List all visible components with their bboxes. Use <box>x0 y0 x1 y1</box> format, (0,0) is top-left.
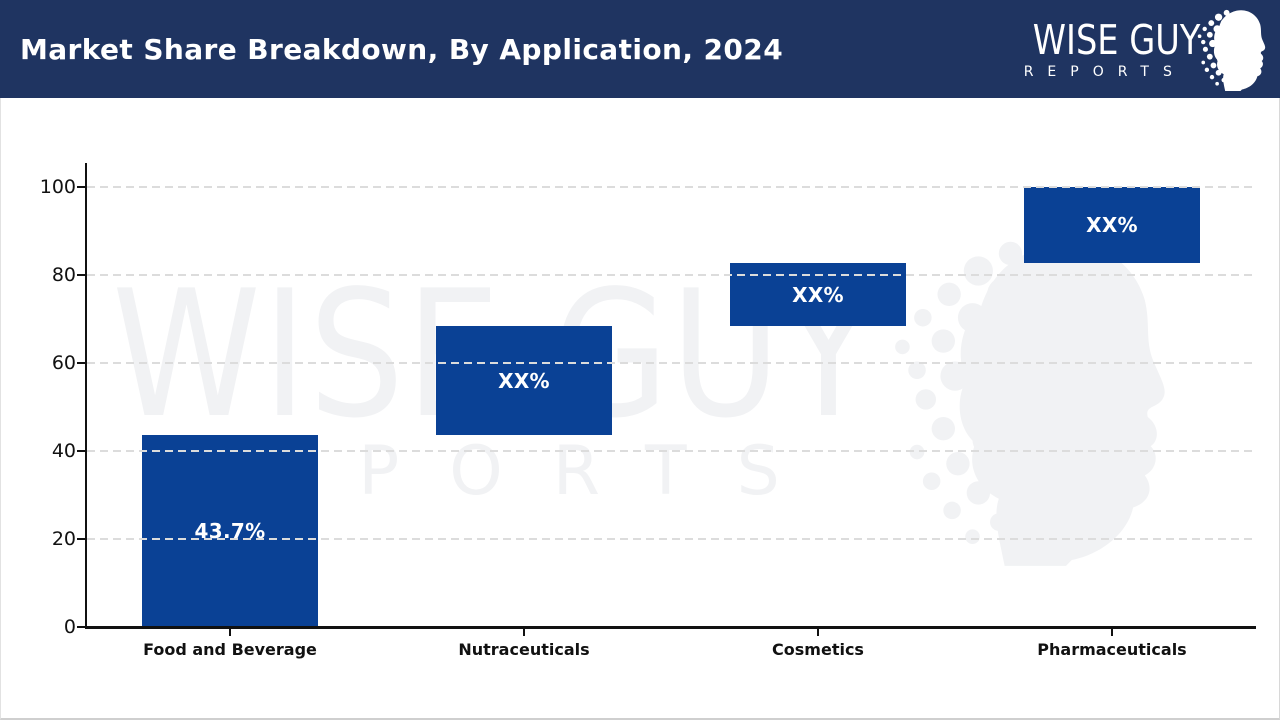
x-tick-mark <box>229 629 231 636</box>
bar-segment: 43.7% <box>142 434 318 627</box>
y-tick-mark <box>77 274 85 276</box>
logo-text: WISE GUY REPORTS <box>996 15 1200 80</box>
gridline <box>87 186 1256 188</box>
y-tick-label: 100 <box>39 176 76 198</box>
y-tick-label: 40 <box>51 440 76 462</box>
logo-wordmark: WISE GUY <box>1032 15 1200 64</box>
header-bar: Market Share Breakdown, By Application, … <box>0 0 1280 98</box>
wiseguy-logo: WISE GUY REPORTS <box>996 7 1268 91</box>
x-tick-mark <box>817 629 819 636</box>
gridline <box>87 450 1256 452</box>
y-tick-mark <box>77 538 85 540</box>
y-tick-mark <box>77 362 85 364</box>
x-category-label: Cosmetics <box>772 640 864 659</box>
x-tick-mark <box>523 629 525 636</box>
bar-segment: XX% <box>436 326 612 435</box>
x-tick-mark <box>1111 629 1113 636</box>
bar-value-label: XX% <box>1086 213 1138 238</box>
bar-segment: XX% <box>730 263 906 327</box>
x-category-label: Pharmaceuticals <box>1037 640 1187 659</box>
gridline <box>87 538 1256 540</box>
bar-value-label: XX% <box>498 368 550 393</box>
x-category-label: Food and Beverage <box>143 640 317 659</box>
y-tick-label: 60 <box>51 352 76 374</box>
logo-subtitle: REPORTS <box>1023 63 1186 80</box>
y-axis-line <box>85 163 87 629</box>
chart-title: Market Share Breakdown, By Application, … <box>20 32 784 66</box>
x-axis-line <box>85 626 1256 629</box>
wiseguy-face-icon <box>1194 7 1268 91</box>
y-tick-mark <box>77 626 85 628</box>
x-category-label: Nutraceuticals <box>458 640 590 659</box>
bar-segment: XX% <box>1024 187 1200 264</box>
y-tick-mark <box>77 186 85 188</box>
y-tick-mark <box>77 450 85 452</box>
bar-value-label: XX% <box>792 282 844 307</box>
y-tick-label: 20 <box>51 528 76 550</box>
gridline <box>87 362 1256 364</box>
y-tick-label: 0 <box>63 616 76 638</box>
y-tick-label: 80 <box>51 264 76 286</box>
gridline <box>87 274 1256 276</box>
